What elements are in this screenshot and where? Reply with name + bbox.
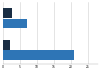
Bar bbox=[3, 8, 12, 18]
Bar bbox=[3, 40, 10, 50]
Bar bbox=[3, 50, 74, 60]
Bar bbox=[3, 19, 27, 28]
